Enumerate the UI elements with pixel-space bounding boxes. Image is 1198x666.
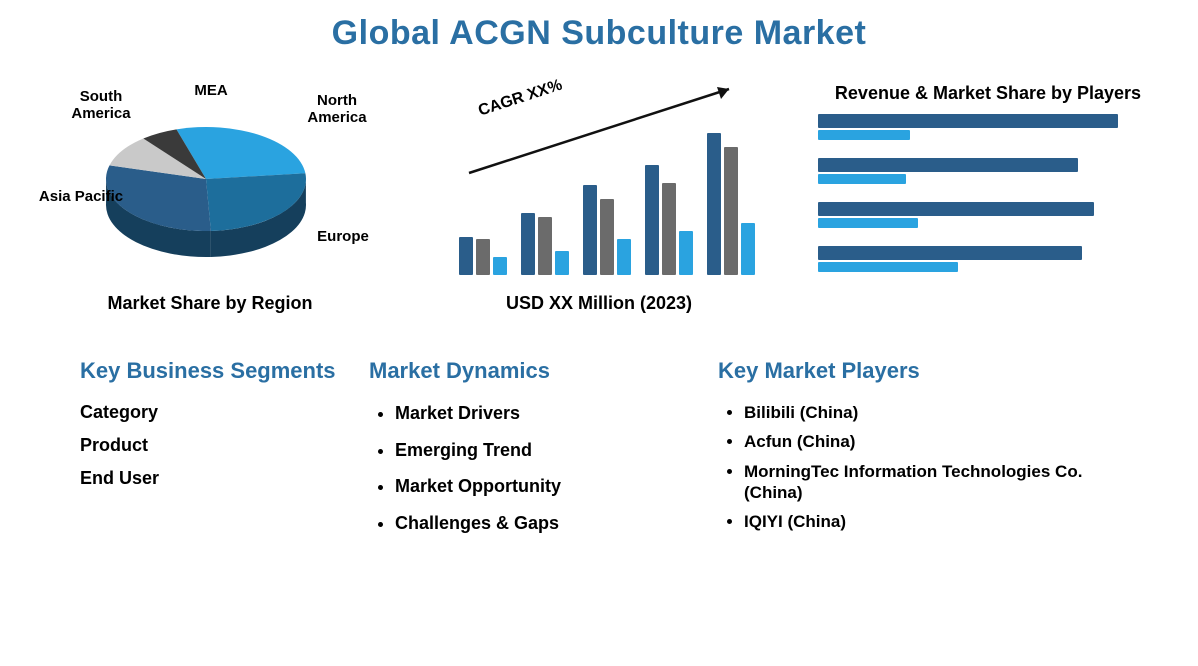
bar-group (707, 133, 755, 275)
players-item: IQIYI (China) (744, 511, 1138, 532)
hbars-block: Revenue & Market Share by Players (818, 83, 1158, 314)
players-item: Bilibili (China) (744, 402, 1138, 423)
hbar (818, 114, 1118, 128)
hbar (818, 262, 958, 272)
pie-caption: Market Share by Region (107, 293, 312, 314)
charts-row: North America Europe Asia Pacific South Ame… (0, 53, 1198, 314)
bar-group (583, 185, 631, 275)
bar (600, 199, 614, 275)
hbars-row (818, 202, 1158, 228)
players-item: Acfun (China) (744, 431, 1138, 452)
bar (645, 165, 659, 275)
bar (724, 147, 738, 275)
bar (459, 237, 473, 275)
players-item: MorningTec Information Technologies Co. … (744, 461, 1138, 504)
bar (617, 239, 631, 275)
bar (679, 231, 693, 275)
players-title: Key Market Players (718, 358, 1138, 384)
pie-chart: North AmericaEuropeAsia PacificSouth Ame… (40, 83, 380, 283)
hbar (818, 174, 906, 184)
pie-slice-label: Asia Pacific (36, 189, 126, 206)
bar (662, 183, 676, 275)
segments-title: Key Business Segments (80, 358, 340, 384)
bar-group (459, 237, 507, 275)
pie-chart-block: North AmericaEuropeAsia PacificSouth Ame… (40, 83, 380, 314)
dynamics-item: Challenges & Gaps (395, 512, 689, 535)
pie-slice-label: North America (292, 93, 382, 126)
segments-item: Product (80, 435, 340, 456)
bar (583, 185, 597, 275)
dynamics-item: Market Drivers (395, 402, 689, 425)
bottom-row: Key Business Segments Category Product End … (0, 314, 1198, 548)
bar (707, 133, 721, 275)
bar (741, 223, 755, 275)
segments-column: Key Business Segments Category Product End … (80, 358, 340, 548)
hbar (818, 202, 1094, 216)
players-column: Key Market Players Bilibili (China) Acfun … (718, 358, 1138, 548)
dynamics-column: Market Dynamics Market Drivers Emerging Tr… (369, 358, 689, 548)
bar-chart-block: CAGR XX% USD XX Million (2023) (439, 83, 759, 314)
hbar (818, 130, 910, 140)
dynamics-item: Market Opportunity (395, 475, 689, 498)
hbars-title: Revenue & Market Share by Players (818, 83, 1158, 104)
hbar (818, 158, 1078, 172)
page-title: Global ACGN Subculture Market (0, 0, 1198, 53)
hbars-row (818, 246, 1158, 272)
bar-caption: USD XX Million (2023) (506, 293, 692, 314)
bar (493, 257, 507, 275)
hbars-row (818, 158, 1158, 184)
segments-item: End User (80, 468, 340, 489)
bar (538, 217, 552, 275)
hbar (818, 218, 918, 228)
bar (476, 239, 490, 275)
dynamics-title: Market Dynamics (369, 358, 689, 384)
dynamics-item: Emerging Trend (395, 439, 689, 462)
pie-slice-label: Europe (298, 229, 388, 246)
pie-slice-label: South America (56, 89, 146, 122)
bar (521, 213, 535, 275)
bar-group (645, 165, 693, 275)
bar (555, 251, 569, 275)
segments-item: Category (80, 402, 340, 423)
pie-slice-label: MEA (166, 83, 256, 100)
hbars-row (818, 114, 1158, 140)
bar-group (521, 213, 569, 275)
hbar (818, 246, 1082, 260)
bar-chart: CAGR XX% (439, 83, 759, 283)
hbars-chart: Revenue & Market Share by Players (818, 83, 1158, 290)
